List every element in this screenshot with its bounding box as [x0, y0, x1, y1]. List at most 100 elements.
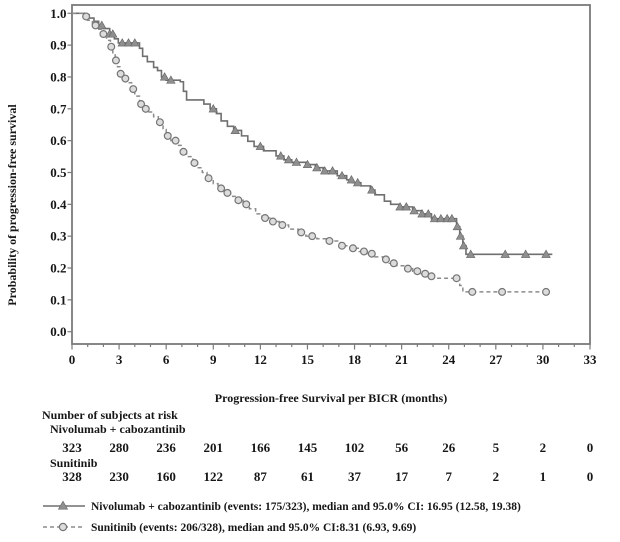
censor-circle	[116, 69, 125, 78]
censor-circle	[348, 244, 357, 253]
survival-curves	[72, 12, 553, 296]
at-risk-count: 166	[251, 440, 271, 455]
at-risk-group-label-nivo-cabo: Nivolumab + cabozantinib	[50, 422, 186, 436]
censor-circle	[99, 29, 108, 38]
censor-circle	[242, 200, 251, 209]
x-tick-label: 6	[163, 352, 170, 367]
at-risk-count: 0	[587, 469, 594, 484]
censor-circle	[367, 249, 376, 258]
censor-circle	[91, 21, 100, 30]
at-risk-count: 160	[156, 469, 176, 484]
y-tick-label: 0.2	[50, 261, 66, 276]
at-risk-count: 2	[540, 440, 547, 455]
y-tick-label: 0.9	[50, 38, 67, 53]
y-tick-label: 0.5	[50, 165, 67, 180]
censor-circle	[121, 74, 130, 83]
x-tick-label: 18	[348, 352, 362, 367]
at-risk-count: 236	[156, 440, 176, 455]
x-tick-label: 30	[536, 352, 549, 367]
at-risk-counts-sunitinib: 328 230 160 122 87 61 37 17 7 2 1 0	[62, 469, 593, 484]
censor-triangle	[447, 213, 457, 223]
censor-triangle	[541, 249, 551, 258]
y-tick-label: 0.0	[50, 324, 66, 339]
at-risk-count: 26	[442, 440, 456, 455]
censor-triangle	[276, 151, 286, 160]
at-risk-count: 323	[62, 440, 82, 455]
at-risk-group-label-sunitinib: Sunitinib	[50, 456, 98, 470]
x-tick-labels: 0 3 6 9 12 15 18 21 24 27 30 33	[69, 352, 597, 367]
censor-triangle	[395, 202, 405, 211]
censor-triangle	[302, 159, 313, 169]
censor-triangle	[417, 209, 427, 218]
censor-circle	[137, 100, 146, 109]
censor-triangle	[230, 125, 240, 134]
censor-triangle	[108, 29, 118, 38]
x-tick-label: 0	[69, 352, 76, 367]
censor-circle	[278, 221, 287, 230]
sunitinib-curve	[72, 12, 548, 293]
censor-circle	[223, 188, 232, 197]
legend-label-nivo-cabo: Nivolumab + cabozantinib (events: 175/32…	[91, 501, 521, 513]
censor-triangle	[327, 166, 338, 175]
censor-circle	[190, 158, 199, 167]
censor-circle	[261, 214, 270, 223]
y-tick-label: 0.6	[50, 133, 67, 148]
at-risk-count: 5	[493, 440, 500, 455]
censor-circle	[163, 131, 172, 140]
censor-triangle	[500, 249, 510, 258]
censor-circle	[381, 255, 390, 264]
x-tick-label: 9	[210, 352, 217, 367]
censor-triangle	[429, 213, 440, 223]
censor-triangle	[166, 75, 176, 84]
censor-triangle	[520, 249, 531, 258]
x-tick-label: 3	[116, 352, 123, 367]
censor-circle	[452, 274, 461, 283]
censor-triangle	[423, 209, 434, 218]
legend-circle-icon	[58, 522, 68, 532]
legend-label-sunitinib: Sunitinib (events: 206/328), median and …	[91, 522, 416, 534]
at-risk-count: 37	[348, 469, 362, 484]
censor-circle	[297, 228, 306, 237]
censor-triangle	[337, 170, 347, 180]
censor-triangle	[465, 249, 476, 258]
at-risk-count: 328	[62, 469, 82, 484]
censor-triangle	[346, 175, 357, 184]
censor-circle	[129, 85, 138, 94]
censor-circle	[359, 247, 368, 256]
at-risk-count: 61	[301, 469, 314, 484]
y-tick-label: 0.8	[50, 69, 67, 84]
censor-circle	[111, 56, 120, 65]
at-risk-count: 2	[493, 469, 500, 484]
at-risk-count: 102	[345, 440, 365, 455]
x-tick-label: 15	[301, 352, 315, 367]
censor-circle	[542, 287, 551, 296]
censor-triangle	[159, 72, 170, 81]
censor-triangle	[455, 231, 466, 240]
y-tick-label: 1.0	[50, 6, 66, 21]
censor-circle	[217, 184, 226, 193]
censor-circle	[427, 272, 436, 281]
x-tick-label: 24	[442, 352, 456, 367]
plot-frame	[71, 4, 591, 345]
censor-triangle	[458, 240, 469, 250]
censor-triangle	[312, 162, 322, 172]
y-tick-label: 0.7	[50, 101, 67, 116]
y-axis-label: Probability of progression-free survival	[5, 104, 19, 306]
at-risk-count: 87	[254, 469, 268, 484]
censor-circle	[82, 12, 91, 21]
x-tick-label: 33	[584, 352, 598, 367]
axis-ticks	[67, 12, 591, 350]
censor-triangle	[401, 202, 412, 211]
censor-circle	[234, 196, 243, 205]
censor-circle	[308, 232, 317, 241]
at-risk-counts-nivo-cabo: 323 280 236 201 166 145 102 56 26 5 2 0	[62, 440, 593, 455]
censor-triangle	[291, 157, 302, 166]
censor-circle	[204, 174, 213, 183]
at-risk-count: 230	[109, 469, 129, 484]
censor-triangle	[130, 38, 140, 47]
censor-triangle	[255, 141, 266, 150]
censor-circle	[141, 104, 150, 113]
y-tick-labels: 0.0 0.1 0.2 0.3 0.4 0.5 0.6 0.7 0.8 0.9 1.0	[50, 6, 67, 339]
